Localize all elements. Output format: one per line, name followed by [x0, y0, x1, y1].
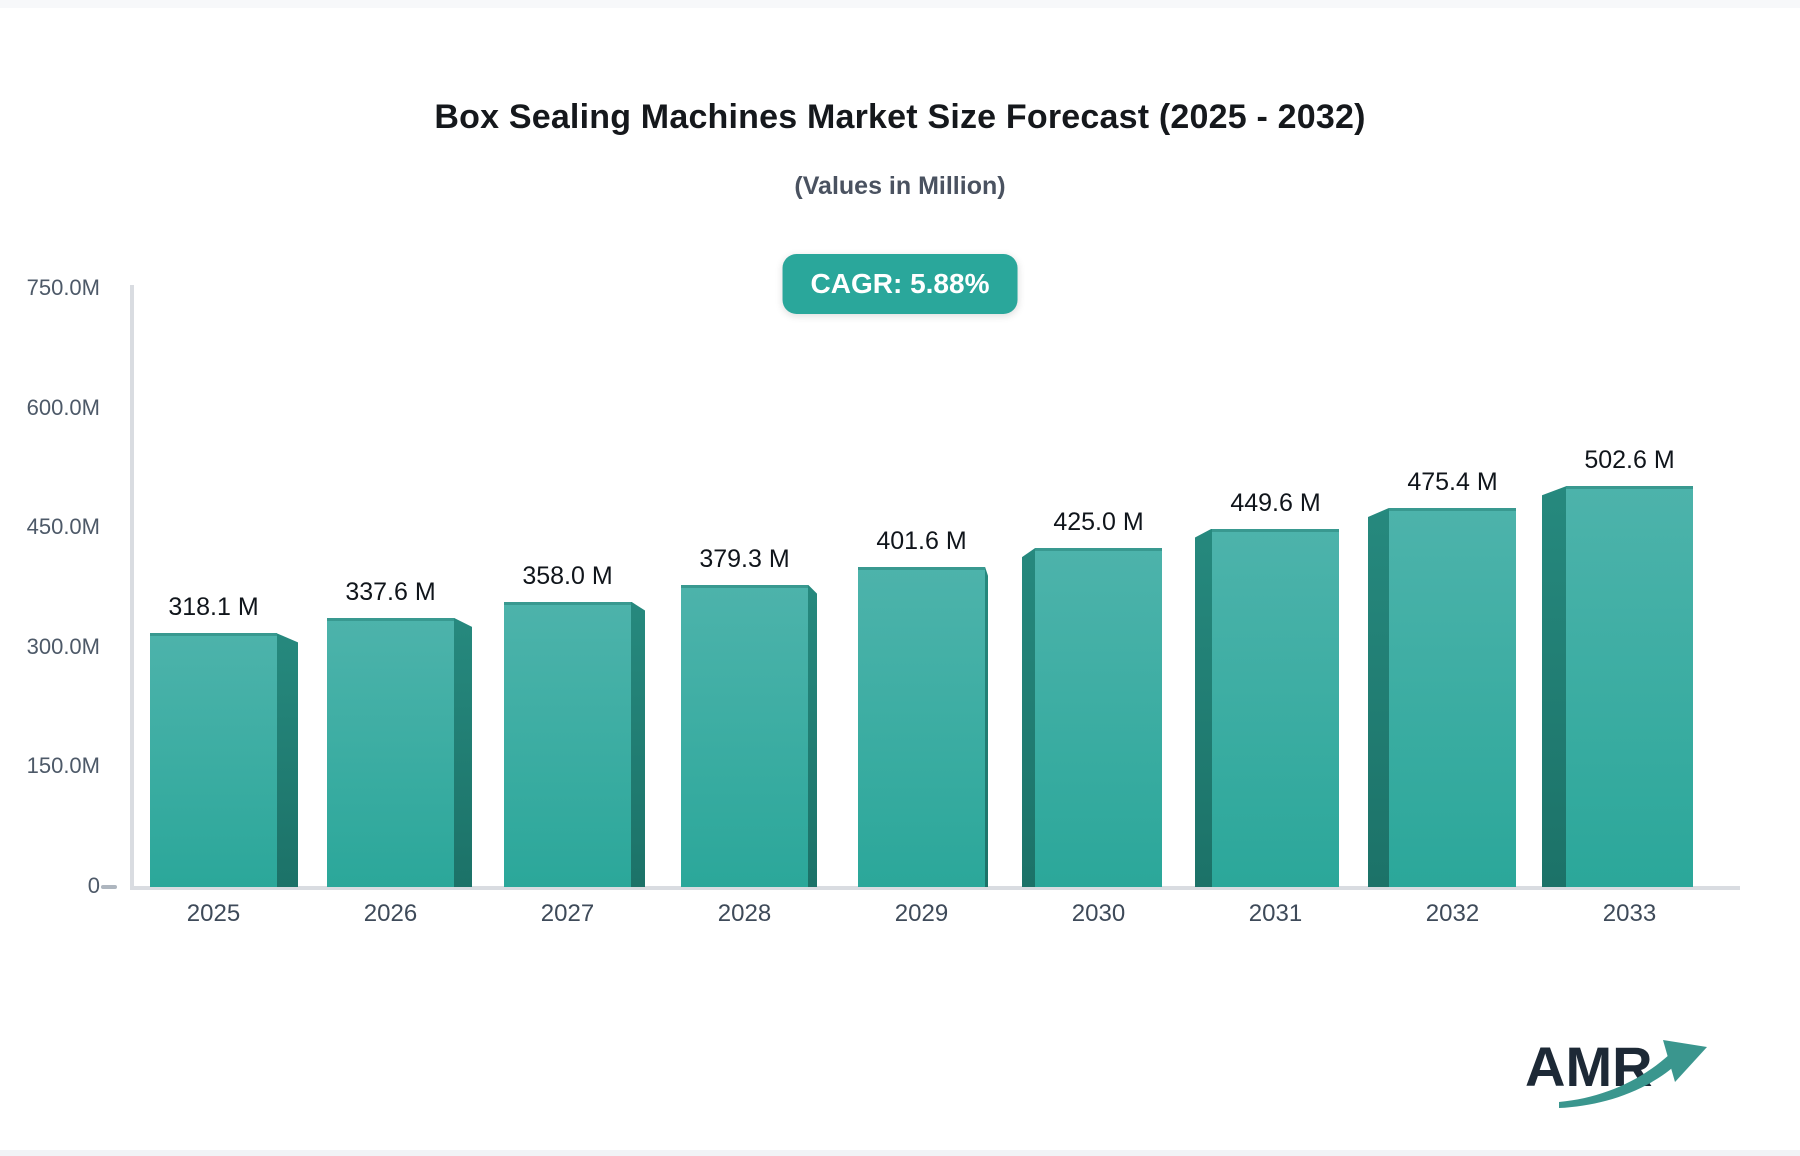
- bar-2029: [858, 566, 985, 887]
- bar-side-face: [1195, 528, 1212, 887]
- chart-subtitle: (Values in Million): [794, 172, 1006, 200]
- x-axis-label: 2033: [1602, 900, 1657, 927]
- bar-value-label: 358.0 M: [522, 561, 613, 590]
- x-axis-label: 2027: [540, 900, 595, 927]
- zero-tick-dash: [101, 885, 117, 889]
- bar-value-label: 401.6 M: [876, 526, 967, 555]
- cagr-badge: CAGR: 5.88%: [782, 254, 1018, 314]
- x-axis-label: 2032: [1425, 900, 1480, 927]
- y-axis-tick-label: 0: [87, 873, 100, 898]
- y-axis-tick-label: 750.0M: [26, 275, 100, 300]
- x-axis-label: 2030: [1071, 900, 1126, 927]
- bar-2026: [327, 617, 454, 887]
- top-edge-strip: [0, 0, 1800, 8]
- bar-value-label: 425.0 M: [1053, 508, 1144, 537]
- y-axis-tick-label: 150.0M: [26, 753, 100, 779]
- bar-2027: [504, 601, 631, 887]
- y-axis-tick-label: 600.0M: [26, 394, 100, 420]
- bar-2028: [681, 584, 808, 887]
- bar-value-label: 318.1 M: [168, 593, 259, 622]
- x-axis-label: 2028: [717, 900, 772, 927]
- bar-2033: [1566, 486, 1693, 887]
- growth-arrow-icon: [1559, 1040, 1707, 1108]
- bar-side-face: [631, 601, 645, 887]
- bar-2025: [150, 633, 277, 887]
- y-axis-tick-label: 300.0M: [26, 633, 100, 659]
- x-axis-line: [130, 886, 1740, 890]
- bar-2030: [1035, 548, 1162, 887]
- bar-side-face: [277, 633, 298, 887]
- bar-side-face: [1542, 486, 1566, 887]
- bar-value-label: 449.6 M: [1230, 488, 1321, 517]
- bar-side-face: [1022, 548, 1035, 887]
- amr-logo: AMR: [1525, 1028, 1725, 1118]
- bar-value-label: 379.3 M: [699, 544, 790, 573]
- bar-2031: [1212, 528, 1339, 887]
- bar-side-face: [808, 584, 817, 887]
- bar-value-label: 502.6 M: [1584, 446, 1675, 475]
- bar-side-face: [1368, 507, 1389, 887]
- y-axis-tick-label: 450.0M: [26, 514, 100, 540]
- y-axis-line: [130, 285, 134, 889]
- bottom-edge-strip: [0, 1150, 1800, 1156]
- bar-2032: [1389, 507, 1516, 887]
- x-axis-label: 2026: [363, 900, 418, 927]
- bar-side-face: [985, 566, 988, 887]
- bar-value-label: 337.6 M: [345, 577, 436, 606]
- x-axis-label: 2031: [1248, 900, 1303, 927]
- x-axis-label: 2029: [894, 900, 949, 927]
- bar-side-face: [454, 617, 472, 887]
- bar-value-label: 475.4 M: [1407, 467, 1498, 496]
- chart-title: Box Sealing Machines Market Size Forecas…: [434, 98, 1366, 136]
- x-axis-label: 2025: [186, 900, 241, 927]
